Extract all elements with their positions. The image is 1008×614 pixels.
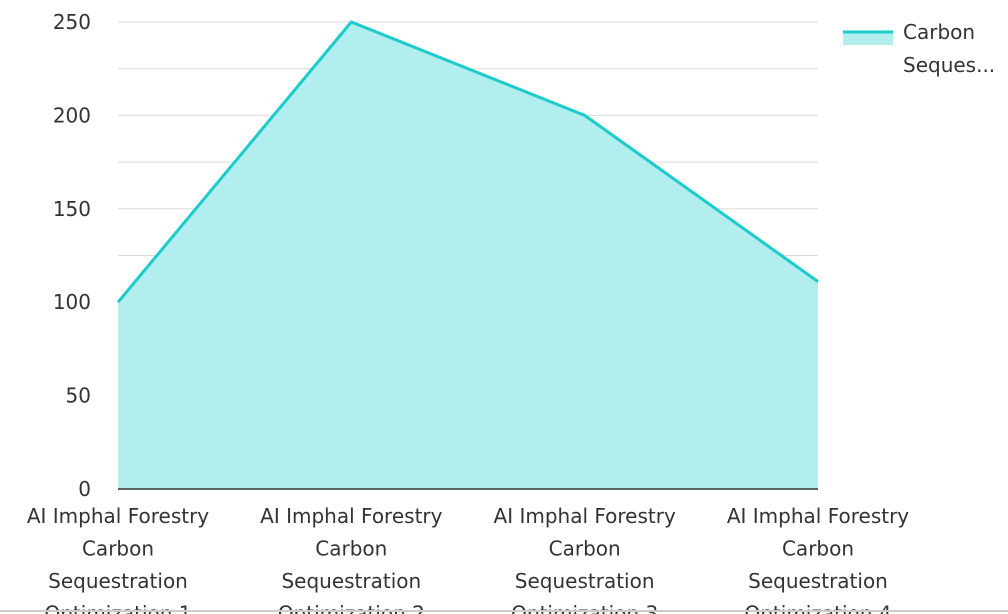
plot-area bbox=[116, 20, 819, 489]
y-tick-label: 0 bbox=[78, 477, 91, 501]
y-tick-label: 250 bbox=[53, 10, 91, 34]
series-area-1 bbox=[118, 22, 818, 489]
legend-label[interactable]: Carbon bbox=[903, 20, 975, 44]
x-tick-label: Carbon bbox=[82, 537, 154, 561]
x-tick-label: AI Imphal Forestry bbox=[260, 504, 442, 528]
x-tick-label: Optimization 1 bbox=[44, 602, 191, 614]
x-tick-label: Sequestration bbox=[515, 569, 655, 593]
x-tick-label: Optimization 3 bbox=[511, 602, 658, 614]
x-tick-label: Sequestration bbox=[748, 569, 888, 593]
x-tick-label: AI Imphal Forestry bbox=[494, 504, 676, 528]
y-tick-label: 200 bbox=[53, 103, 91, 127]
x-tick-label: Sequestration bbox=[281, 569, 421, 593]
legend-label[interactable]: Seques... bbox=[903, 53, 995, 77]
x-tick-label: Sequestration bbox=[48, 569, 188, 593]
series-line-1 bbox=[116, 20, 819, 304]
x-tick-label: Carbon bbox=[782, 537, 854, 561]
x-axis: AI Imphal Forestry Carbon Sequestration Opt… bbox=[0, 488, 1008, 614]
y-axis: 0 50 100 150 200 250 bbox=[53, 10, 91, 501]
y-tick-label: 50 bbox=[66, 384, 91, 408]
y-tick-label: 150 bbox=[53, 197, 91, 221]
legend[interactable]: Carbon Seques... bbox=[843, 20, 995, 77]
x-tick-label: Carbon bbox=[315, 537, 387, 561]
x-tick-label: Optimization 4 bbox=[744, 602, 891, 614]
x-tick-label: Optimization 2 bbox=[278, 602, 425, 614]
x-tick-label: AI Imphal Forestry bbox=[27, 504, 209, 528]
legend-swatch-fill bbox=[843, 31, 893, 45]
y-tick-label: 100 bbox=[53, 290, 91, 314]
x-tick-label: Carbon bbox=[549, 537, 621, 561]
x-tick-label: AI Imphal Forestry bbox=[727, 504, 909, 528]
